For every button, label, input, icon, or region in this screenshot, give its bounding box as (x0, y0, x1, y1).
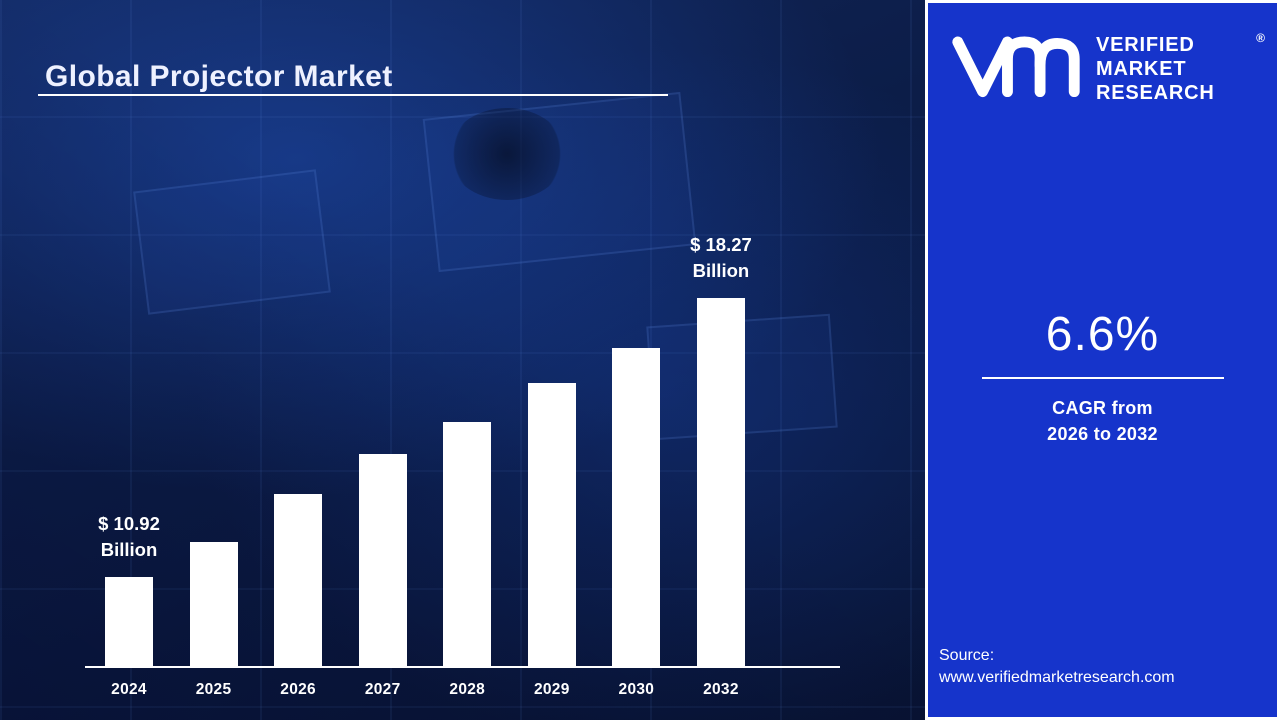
cagr-label-line: 2026 to 2032 (1047, 424, 1158, 444)
registered-trademark-symbol: ® (1256, 31, 1265, 45)
cagr-label-line: CAGR from (1052, 398, 1153, 418)
bar-group-2032: 2032 $ 18.27 Billion (690, 234, 752, 699)
bar-2029 (527, 383, 576, 668)
bar-2030 (612, 348, 661, 668)
vmr-logo-icon (952, 36, 1080, 98)
bars-container: 2024 $ 10.92 Billion 2025 2026 2027 2028 2029 20… (98, 234, 752, 699)
bar-group-2024: 2024 $ 10.92 Billion (98, 513, 160, 699)
x-tick-2024: 2024 (111, 681, 147, 698)
bar-2032 (696, 298, 745, 668)
circuit-fan-decoration (448, 108, 566, 200)
brand-name: VERIFIED MARKET RESEARCH (1096, 33, 1215, 105)
cagr-label: CAGR from 2026 to 2032 (928, 395, 1277, 447)
bar-2026 (274, 494, 323, 668)
source-url: www.verifiedmarketresearch.com (939, 669, 1175, 686)
bar-2028 (443, 422, 492, 668)
brand-name-line: MARKET (1096, 58, 1187, 80)
x-tick-2027: 2027 (364, 681, 401, 698)
x-tick-2029: 2029 (533, 681, 570, 698)
bar-group-2029: 2029 (527, 383, 576, 699)
title-underline (38, 94, 668, 96)
circuit-chip-decoration (133, 169, 331, 315)
x-tick-2030: 2030 (618, 681, 655, 698)
page-title: Global Projector Market (45, 60, 393, 94)
brand-name-line: VERIFIED (1096, 34, 1195, 56)
bar-group-2026: 2026 (274, 494, 323, 699)
x-tick-2026: 2026 (280, 681, 316, 698)
cagr-block: 6.6% CAGR from 2026 to 2032 (928, 309, 1277, 447)
bar-group-2025: 2025 (189, 542, 238, 699)
bar-group-2027: 2027 (358, 454, 407, 699)
bar-2025 (189, 542, 238, 668)
x-tick-2028: 2028 (449, 681, 486, 698)
brand-name-line: RESEARCH (1096, 82, 1215, 104)
bar-value-label-2024: $ 10.92 Billion (98, 513, 160, 560)
chart-section: Global Projector Market 2024 $ 10.92 Billi… (0, 0, 925, 720)
bar-group-2030: 2030 (612, 348, 661, 699)
bar-value-label-2032: $ 18.27 Billion (690, 234, 752, 281)
x-tick-2025: 2025 (195, 681, 232, 698)
bar-chart: 2024 $ 10.92 Billion 2025 2026 2027 2028 2029 20… (85, 234, 840, 699)
brand-block: VERIFIED MARKET RESEARCH ® (950, 31, 1265, 105)
bar-group-2028: 2028 (443, 422, 492, 699)
cagr-value: 6.6% (1045, 308, 1160, 361)
cagr-underline (981, 377, 1224, 379)
info-panel: VERIFIED MARKET RESEARCH ® 6.6% CAGR fro… (925, 0, 1280, 720)
bar-2027 (358, 454, 407, 668)
bar-2024 (105, 577, 153, 668)
source-label: Source: (939, 647, 995, 664)
x-axis-line (85, 666, 840, 668)
x-tick-2032: 2032 (703, 681, 739, 698)
source-block: Source: www.verifiedmarketresearch.com (939, 645, 1271, 689)
